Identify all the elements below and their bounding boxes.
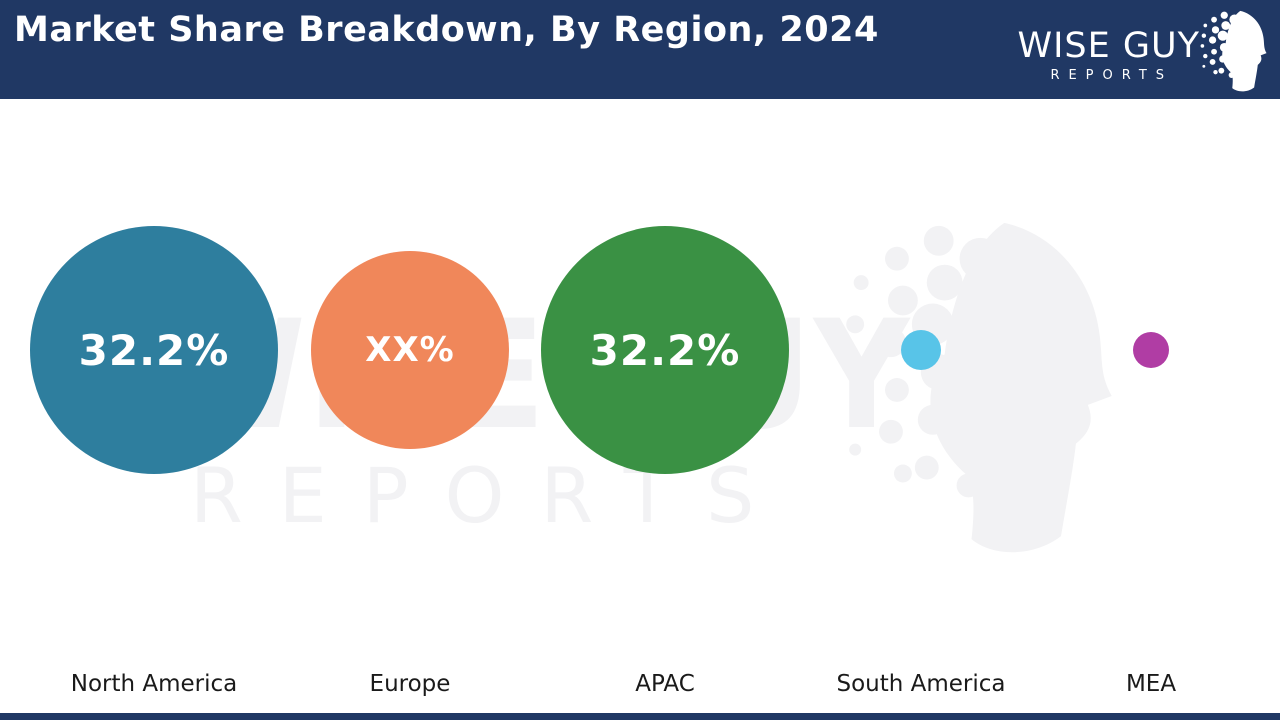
bubble-mea — [1133, 332, 1169, 368]
bubble-north-america: 32.2% — [30, 226, 278, 474]
watermark-head-icon — [841, 222, 1112, 553]
bubble-chart: WISE GUY REPORTS 32.2% XX% 32.2% North A… — [0, 99, 1280, 713]
category-label-north-america: North America — [70, 671, 238, 697]
logo-head-icon — [1200, 10, 1267, 92]
bubble-europe: XX% — [311, 251, 509, 449]
wiseguy-logo: WISE GUY REPORTS — [1017, 4, 1272, 96]
category-label-south-america: South America — [836, 671, 1006, 697]
logo-wordmark: WISE GUY REPORTS — [1017, 26, 1200, 83]
page-title: Market Share Breakdown, By Region, 2024 — [14, 10, 879, 50]
footer-bar — [0, 713, 1280, 720]
bubble-value-label: 32.2% — [589, 325, 741, 375]
category-label-europe: Europe — [369, 671, 451, 697]
category-label-mea: MEA — [1125, 671, 1177, 697]
logo-subtitle-text: REPORTS — [1050, 68, 1174, 83]
bubble-value-label: 32.2% — [78, 325, 230, 375]
bubble-apac: 32.2% — [541, 226, 789, 474]
bubble-south-america — [901, 330, 941, 370]
category-label-apac: APAC — [635, 671, 695, 697]
header-bar: Market Share Breakdown, By Region, 2024 … — [0, 0, 1280, 99]
logo-name-text: WISE GUY — [1017, 26, 1200, 66]
bubble-value-label: XX% — [365, 330, 455, 370]
